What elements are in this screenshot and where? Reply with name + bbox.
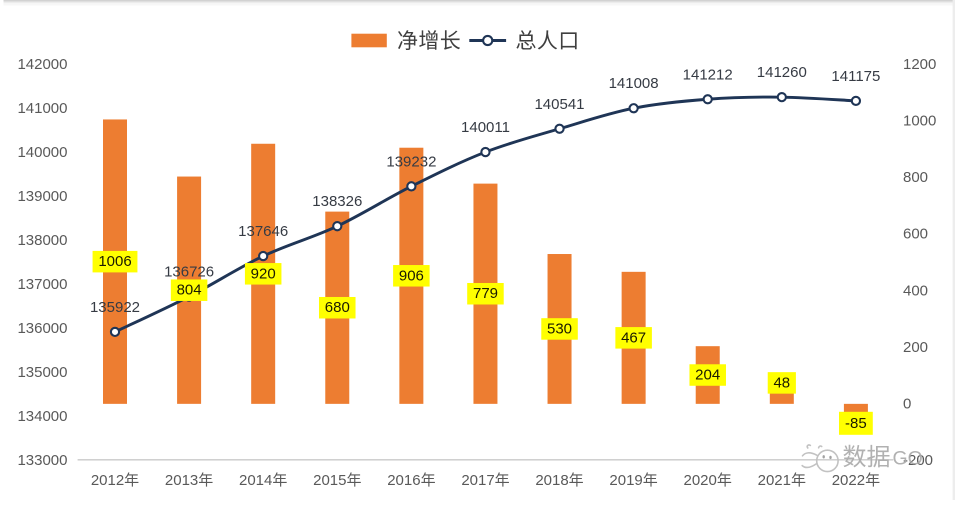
svg-text:2020年: 2020年 [684,472,732,489]
svg-text:920: 920 [251,265,276,282]
svg-text:141000: 141000 [17,100,67,117]
svg-text:-85: -85 [845,415,867,432]
svg-text:137646: 137646 [238,223,288,240]
svg-text:135000: 135000 [17,364,67,381]
svg-text:600: 600 [903,226,928,243]
svg-text:2014年: 2014年 [239,472,287,489]
svg-text:906: 906 [399,267,424,284]
svg-text:141260: 141260 [757,64,807,81]
svg-text:140000: 140000 [17,144,67,161]
svg-text:2013年: 2013年 [165,472,213,489]
svg-text:总人口: 总人口 [516,30,580,53]
svg-text:141008: 141008 [609,75,659,92]
svg-text:2021年: 2021年 [758,472,806,489]
svg-text:1000: 1000 [903,113,936,130]
svg-text:139232: 139232 [386,153,436,170]
svg-text:804: 804 [177,282,202,299]
svg-text:137000: 137000 [17,276,67,293]
svg-text:0: 0 [903,395,911,412]
svg-text:2012年: 2012年 [91,472,139,489]
svg-text:GO: GO [893,447,923,469]
svg-text:140011: 140011 [461,119,510,136]
svg-text:138326: 138326 [312,193,362,210]
svg-text:数据: 数据 [843,444,891,471]
svg-text:800: 800 [903,169,928,186]
svg-text:净增长: 净增长 [397,30,461,53]
svg-text:2015年: 2015年 [313,472,361,489]
svg-text:2019年: 2019年 [609,472,657,489]
svg-text:779: 779 [473,285,498,302]
svg-text:135922: 135922 [90,299,140,316]
svg-text:400: 400 [903,282,928,299]
svg-text:200: 200 [903,339,928,356]
svg-text:2018年: 2018年 [535,472,583,489]
svg-text:136726: 136726 [164,264,214,281]
svg-text:680: 680 [325,299,350,316]
svg-text:136000: 136000 [17,320,67,337]
svg-text:138000: 138000 [17,232,67,249]
svg-text:141175: 141175 [831,68,880,85]
svg-text:204: 204 [695,367,720,384]
svg-text:1200: 1200 [903,56,936,73]
svg-text:142000: 142000 [17,56,67,73]
svg-text:141212: 141212 [683,66,733,83]
svg-text:467: 467 [621,329,646,346]
svg-text:530: 530 [547,320,572,337]
svg-text:2017年: 2017年 [461,472,509,489]
svg-text:48: 48 [773,374,790,391]
svg-text:133000: 133000 [17,452,67,469]
svg-text:140541: 140541 [534,96,584,113]
svg-text:1006: 1006 [98,253,131,270]
svg-text:134000: 134000 [17,408,67,425]
svg-text:2022年: 2022年 [832,472,880,489]
svg-text:139000: 139000 [17,188,67,205]
svg-text:2016年: 2016年 [387,472,435,489]
